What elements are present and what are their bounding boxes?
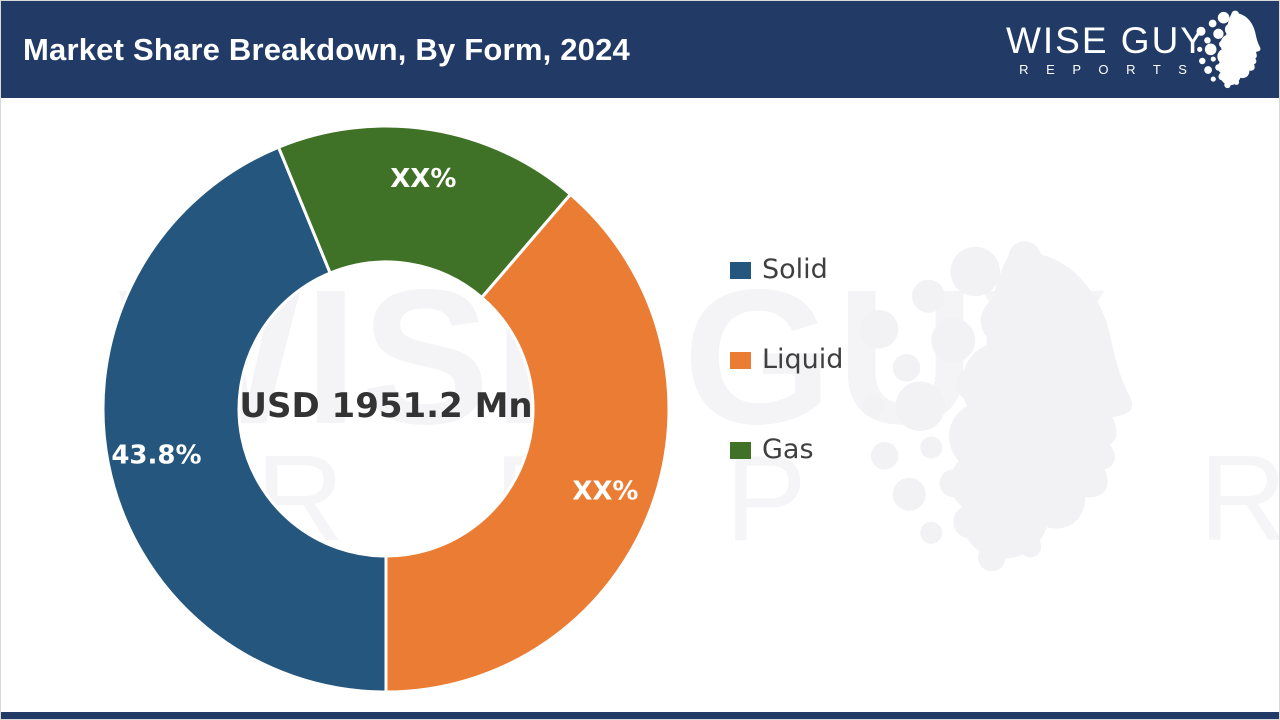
segment-label-gas: XX%: [390, 164, 456, 194]
donut-segment-gas: [277, 124, 572, 300]
legend-label: Gas: [762, 434, 814, 465]
legend-swatch-gas-icon: [730, 441, 751, 459]
segment-label-solid: 43.8%: [111, 440, 201, 470]
legend-label: Solid: [762, 254, 828, 285]
logo-text: WISE GUY R E P O R T S: [1005, 19, 1207, 78]
chart-area: WISE GUY R E P O R T S 43.8%XX%XX% USD 1…: [1, 98, 1279, 719]
legend-item-liquid: Liquid: [730, 344, 844, 375]
watermark-face-icon: [846, 216, 1176, 602]
page-title: Market Share Breakdown, By Form, 2024: [23, 31, 630, 67]
legend-label: Liquid: [762, 344, 844, 375]
legend-swatch-solid-icon: [730, 261, 751, 279]
legend-item-gas: Gas: [730, 434, 843, 465]
donut-chart: 43.8% XX% XX%: [101, 124, 671, 694]
segment-label-liquid: XX%: [572, 476, 638, 506]
donut-segment-liquid: [384, 192, 671, 694]
legend-swatch-liquid-icon: [730, 351, 751, 369]
logo-subtitle: R E P O R T S: [1019, 61, 1194, 77]
donut-segment-solid: [101, 145, 388, 694]
legend-item-solid: Solid: [730, 254, 843, 285]
donut-center-value: USD 1951.2 Mn: [239, 386, 533, 426]
face-logo-icon: [1193, 8, 1271, 92]
header-bar: Market Share Breakdown, By Form, 2024 WI…: [1, 1, 1279, 98]
wise-guy-logo: WISE GUY R E P O R T S: [1006, 8, 1271, 92]
footer-bar: [1, 712, 1279, 719]
logo-wordmark: WISE GUY: [1005, 19, 1207, 61]
chart-legend: Solid Liquid Gas: [730, 254, 844, 528]
